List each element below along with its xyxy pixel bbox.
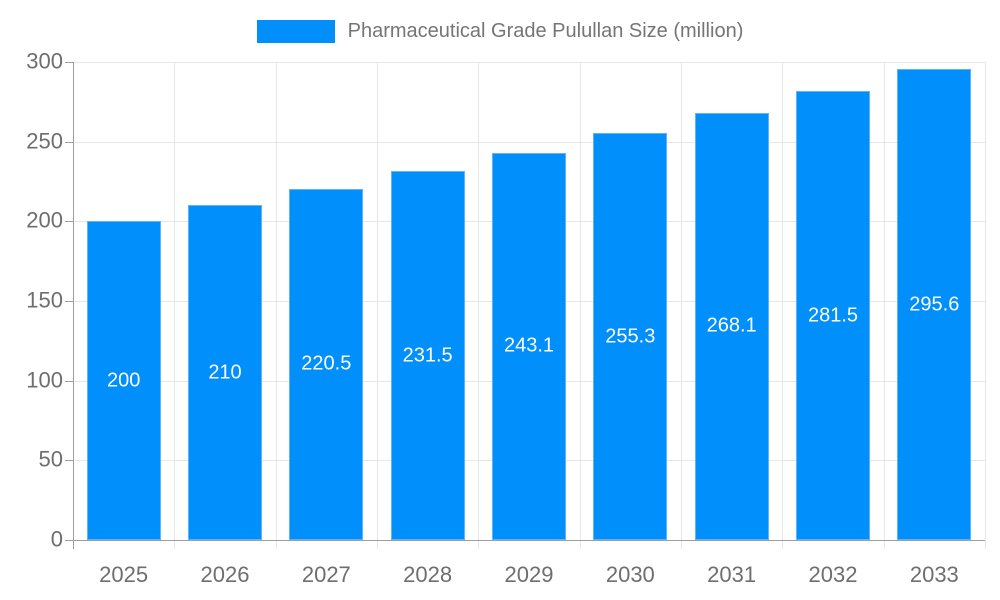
bar-2027 — [289, 188, 364, 540]
y-axis-tick — [65, 380, 73, 382]
bar-value-label: 295.6 — [909, 293, 960, 315]
bar-2033 — [897, 69, 972, 540]
gridline-vertical — [985, 62, 986, 549]
y-axis-tick-label: 250 — [26, 128, 63, 154]
y-axis-tick-label: 200 — [26, 207, 63, 233]
bar-2031 — [694, 112, 769, 540]
y-axis-tick-label: 100 — [26, 367, 63, 393]
bar-value-label: 255.3 — [605, 325, 656, 348]
x-axis-tick-label: 2029 — [504, 562, 554, 587]
y-axis-tick-label: 50 — [38, 446, 63, 472]
gridline-horizontal — [73, 62, 985, 63]
y-axis-tick — [65, 540, 73, 541]
legend-label: Pharmaceutical Grade Pulullan Size (mill… — [347, 20, 744, 42]
bar-2026 — [188, 205, 262, 540]
chart-legend: Pharmaceutical Grade Pulullan Size (mill… — [0, 20, 1000, 43]
bar-2030 — [593, 133, 668, 540]
y-axis-tick-label: 0 — [50, 526, 63, 552]
gridline-vertical — [174, 62, 176, 549]
bar-value-label: 268.1 — [706, 314, 757, 337]
y-axis-tick — [65, 62, 73, 63]
bar-2025 — [86, 221, 161, 540]
y-axis-tick — [65, 221, 73, 223]
bar-2028 — [390, 171, 465, 540]
bar-value-label: 220.5 — [301, 352, 352, 375]
gridline-vertical — [478, 62, 480, 549]
x-axis-tick-label: 2033 — [909, 562, 959, 587]
x-axis-tick-label: 2027 — [301, 562, 351, 587]
bar-value-label: 231.5 — [402, 344, 453, 367]
legend-item[interactable]: Pharmaceutical Grade Pulullan Size (mill… — [256, 20, 744, 43]
x-axis-tick-label: 2026 — [200, 562, 250, 587]
gridline-vertical — [275, 62, 277, 549]
x-axis-tick-label: 2030 — [605, 562, 655, 587]
x-axis-line — [73, 540, 985, 541]
y-axis-tick — [65, 460, 73, 462]
gridline-vertical — [883, 62, 885, 549]
bar-value-label: 243.1 — [503, 334, 555, 357]
bar-2032 — [796, 91, 870, 540]
y-axis-tick — [65, 141, 73, 143]
bar-value-label: 281.5 — [807, 304, 859, 327]
gridline-horizontal — [73, 141, 985, 143]
y-axis-tick-label: 150 — [26, 287, 63, 313]
bar-value-label: 200 — [106, 369, 141, 392]
bar-2029 — [492, 152, 566, 540]
x-axis-tick-label: 2025 — [99, 562, 149, 587]
y-axis-line — [73, 62, 74, 549]
x-axis-tick-label: 2031 — [707, 562, 757, 587]
gridline-vertical — [782, 62, 784, 549]
gridline-vertical — [681, 62, 682, 549]
gridline-vertical — [579, 62, 581, 549]
y-axis-tick-label: 300 — [26, 48, 63, 74]
y-axis-tick — [65, 301, 73, 302]
legend-swatch-icon — [256, 20, 335, 43]
bar-value-label: 210 — [208, 361, 242, 384]
x-axis-tick-label: 2028 — [403, 562, 453, 587]
gridline-vertical — [377, 62, 378, 549]
x-axis-tick-label: 2032 — [808, 562, 858, 587]
